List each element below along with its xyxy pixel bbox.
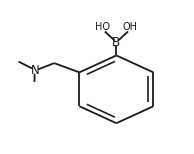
Text: OH: OH: [122, 22, 137, 32]
Text: HO: HO: [95, 22, 110, 32]
Text: B: B: [112, 36, 120, 49]
Text: N: N: [30, 64, 39, 77]
